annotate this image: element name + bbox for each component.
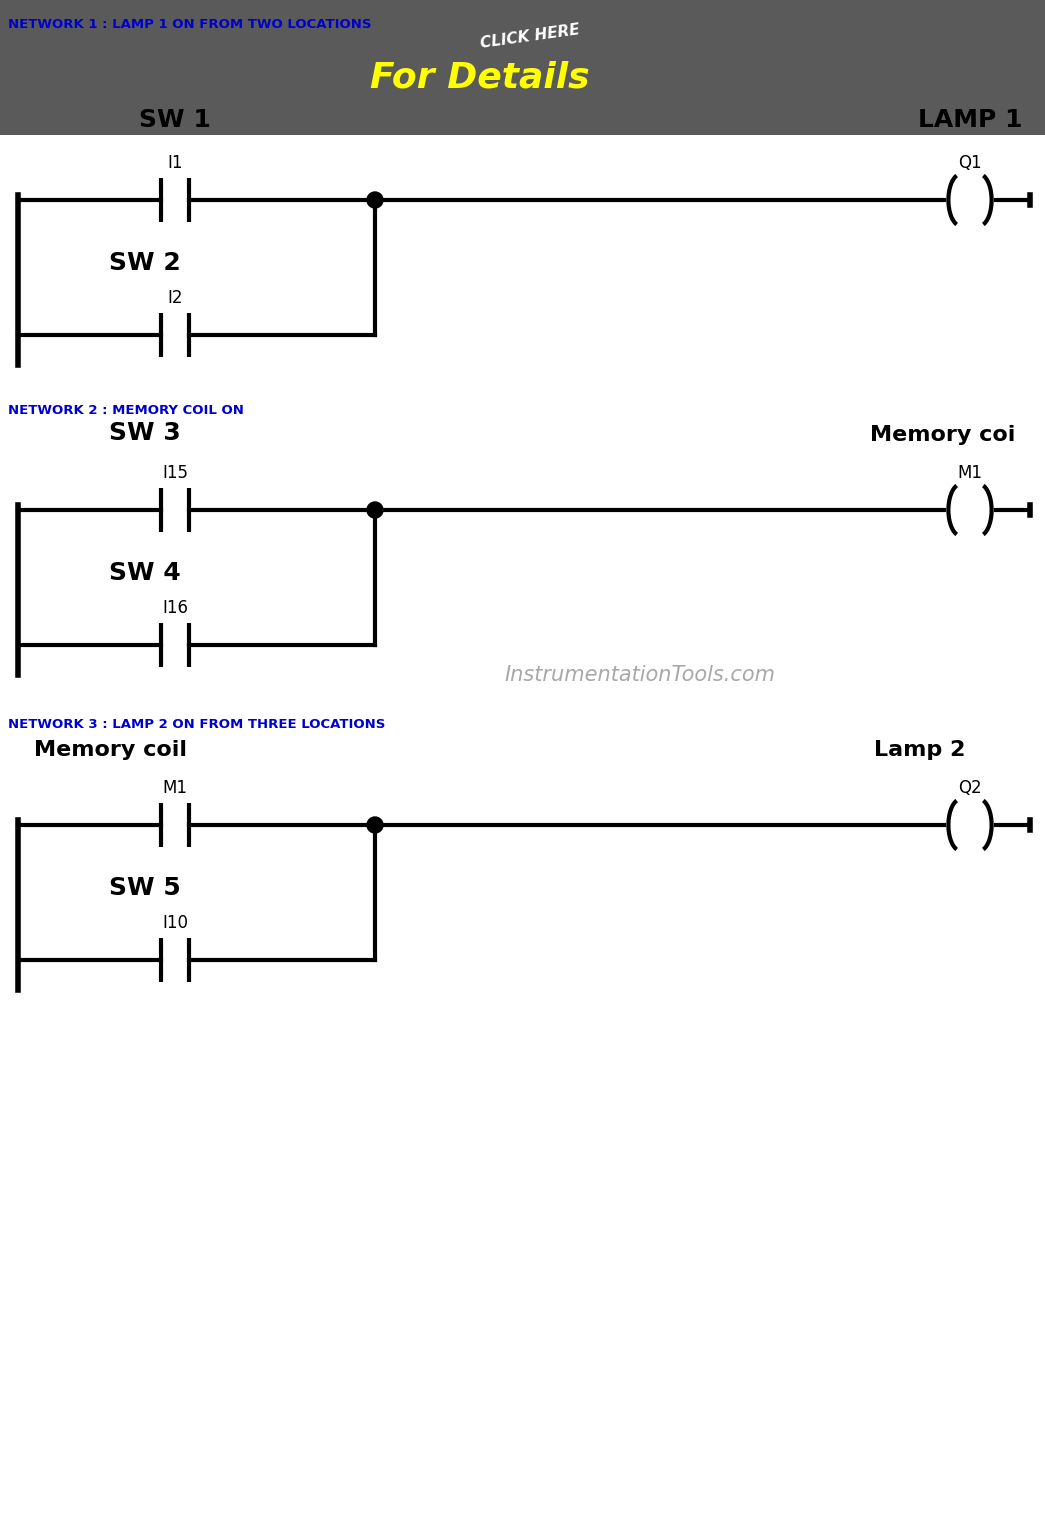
Text: SW 3: SW 3 (109, 421, 181, 445)
Circle shape (367, 192, 384, 207)
Text: I2: I2 (167, 289, 183, 307)
Bar (0, 0, 1045, 135)
Text: Memory coi: Memory coi (870, 425, 1016, 445)
Text: Memory coil: Memory coil (33, 740, 186, 760)
Text: Q2: Q2 (958, 780, 982, 796)
Text: NETWORK 2 : MEMORY COIL ON: NETWORK 2 : MEMORY COIL ON (8, 404, 243, 416)
Text: I16: I16 (162, 600, 188, 618)
Text: SW 2: SW 2 (109, 251, 181, 276)
Text: I1: I1 (167, 154, 183, 173)
Text: Q1: Q1 (958, 154, 982, 173)
Text: NETWORK 1 : LAMP 1 ON FROM TWO LOCATIONS: NETWORK 1 : LAMP 1 ON FROM TWO LOCATIONS (8, 18, 372, 30)
Text: CLICK HERE: CLICK HERE (480, 23, 581, 51)
Text: LAMP 1: LAMP 1 (918, 107, 1022, 132)
Text: I15: I15 (162, 463, 188, 481)
Text: SW 4: SW 4 (109, 562, 181, 584)
Text: For Details: For Details (370, 61, 589, 94)
Text: M1: M1 (957, 463, 982, 481)
Text: Lamp 2: Lamp 2 (875, 740, 966, 760)
Circle shape (367, 818, 384, 833)
Text: SW 5: SW 5 (109, 877, 181, 899)
Circle shape (367, 503, 384, 518)
Text: I10: I10 (162, 914, 188, 933)
Text: InstrumentationTools.com: InstrumentationTools.com (505, 665, 775, 684)
Text: SW 1: SW 1 (139, 107, 211, 132)
Text: NETWORK 3 : LAMP 2 ON FROM THREE LOCATIONS: NETWORK 3 : LAMP 2 ON FROM THREE LOCATIO… (8, 719, 386, 731)
Text: M1: M1 (163, 780, 187, 796)
